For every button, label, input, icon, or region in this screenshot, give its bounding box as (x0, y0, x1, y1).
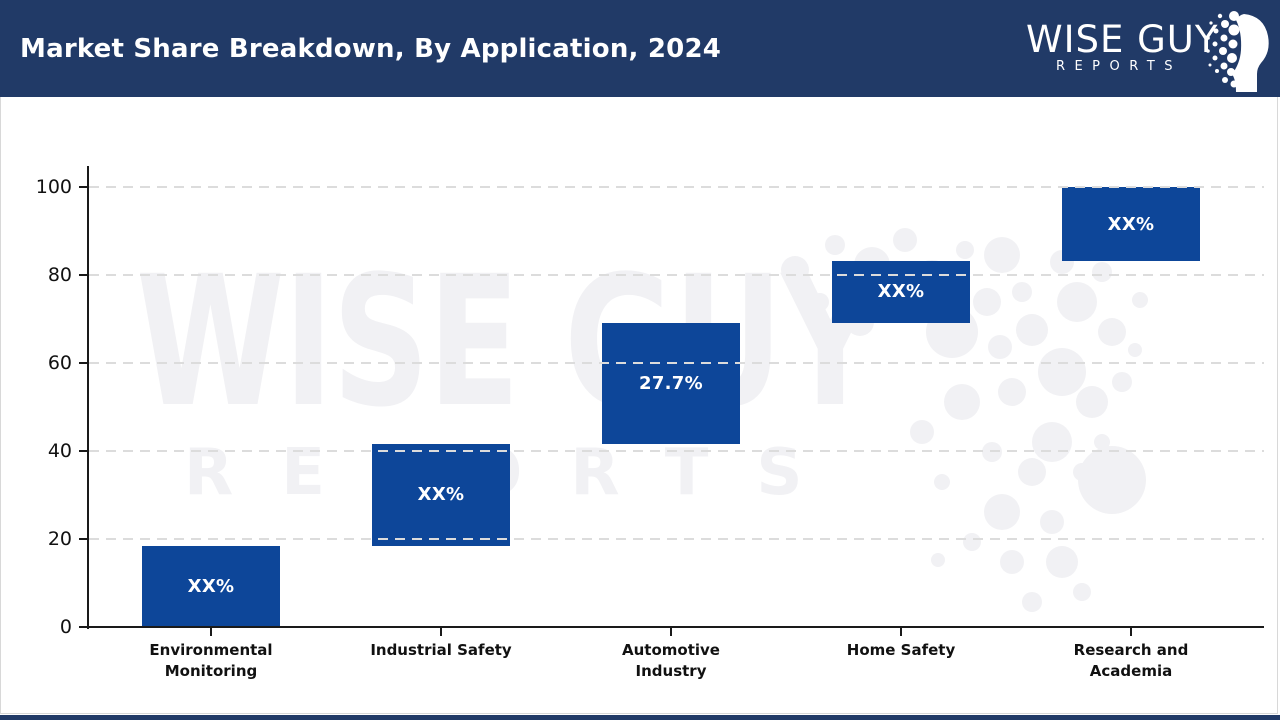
y-gridline (89, 450, 1264, 452)
logo-head-profile-icon (1206, 11, 1269, 92)
y-tick-mark (79, 450, 87, 452)
y-axis-line (87, 166, 89, 629)
footer-bar (0, 715, 1280, 720)
y-tick-mark (79, 538, 87, 540)
y-gridline (89, 538, 1264, 540)
y-tick-label: 60 (47, 352, 72, 374)
x-axis-line (87, 626, 1264, 628)
x-category-label: Home Safety (791, 640, 1011, 661)
x-category-label: Industrial Safety (331, 640, 551, 661)
x-category-text: Environmental Monitoring (149, 641, 273, 680)
y-tick-mark (79, 362, 87, 364)
x-tick-mark (670, 628, 672, 636)
y-gridline (89, 362, 1264, 364)
bar-segment: XX% (1062, 187, 1200, 262)
x-category-text: Research and Academia (1073, 641, 1189, 680)
bar-segment: XX% (372, 444, 510, 546)
x-category-label: Environmental Monitoring (101, 640, 321, 682)
bar-value-label: XX% (187, 575, 235, 597)
y-tick-label: 100 (35, 176, 72, 198)
x-category-text: Industrial Safety (370, 641, 512, 659)
y-tick-label: 40 (47, 440, 72, 462)
logo-reports-label: REPORTS (1055, 59, 1183, 74)
x-tick-mark (210, 628, 212, 636)
logo-text: WISE GUY REPORTS (1026, 18, 1219, 74)
y-tick-label: 80 (47, 264, 72, 286)
x-category-text: Automotive Industry (622, 641, 720, 680)
bar-value-label: XX% (1107, 213, 1155, 235)
x-category-label: Research and Academia (1021, 640, 1241, 682)
y-gridline (89, 274, 1264, 276)
y-tick-mark (79, 274, 87, 276)
y-tick-mark (79, 186, 87, 188)
y-tick-mark (79, 626, 87, 628)
x-category-text: Home Safety (846, 641, 956, 659)
y-tick-label: 20 (47, 528, 72, 550)
y-gridline (89, 186, 1264, 188)
y-tick-label: 0 (59, 616, 72, 638)
header-bar: Market Share Breakdown, By Application, … (0, 0, 1280, 97)
bar-segment: 27.7% (602, 322, 740, 445)
bar-segment: XX% (832, 261, 970, 323)
x-category-label: Automotive Industry (561, 640, 781, 682)
x-tick-mark (1130, 628, 1132, 636)
chart-title: Market Share Breakdown, By Application, … (20, 33, 722, 64)
x-tick-mark (440, 628, 442, 636)
bar-segment: XX% (142, 545, 280, 627)
logo-wiseguy-label: WISE GUY (1026, 18, 1219, 61)
bar-value-label: 27.7% (639, 372, 703, 394)
bar-value-label: XX% (877, 281, 925, 303)
bar-value-label: XX% (417, 484, 465, 506)
x-tick-mark (900, 628, 902, 636)
wise-guy-reports-logo: WISE GUY REPORTS (1026, 8, 1269, 92)
